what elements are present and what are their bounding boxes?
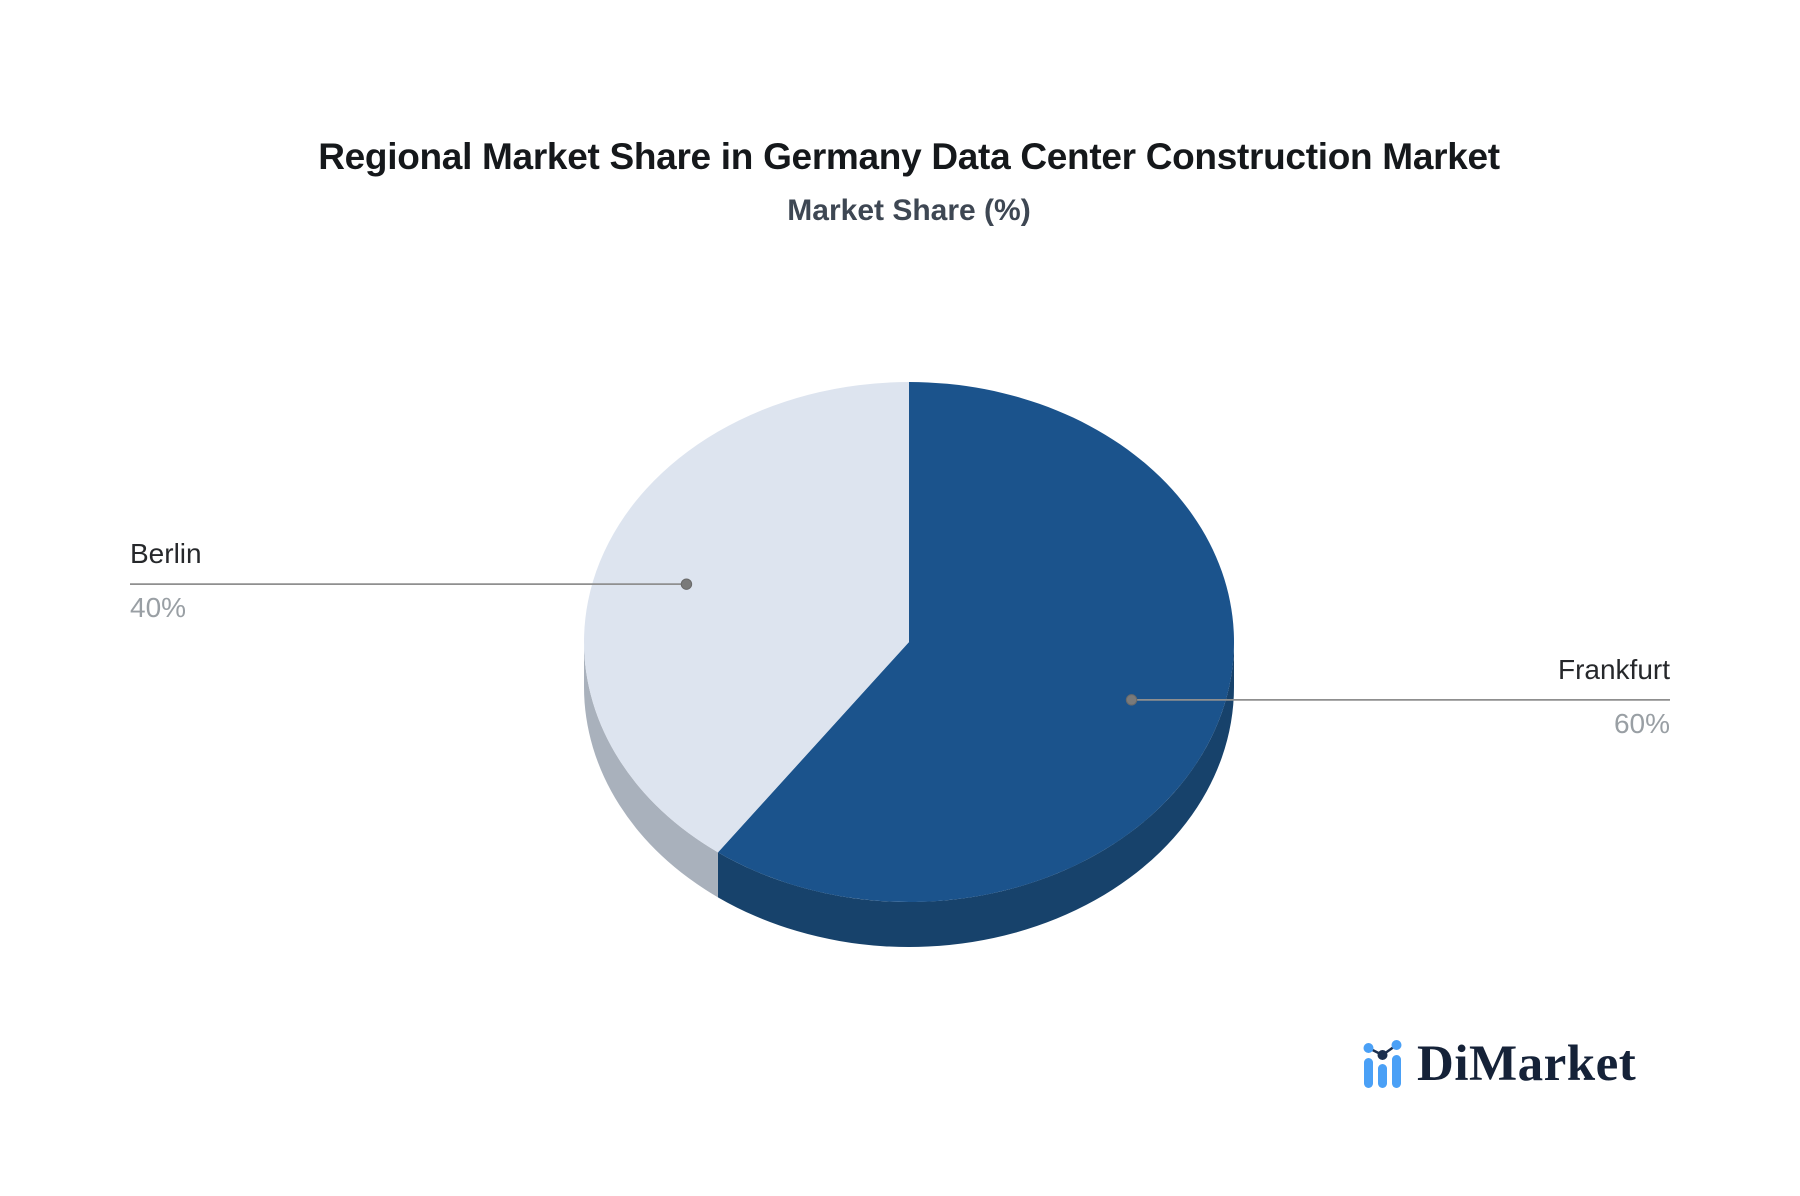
leader-dot-frankfurt: [1125, 694, 1138, 706]
pie-slice-side-berlin: [584, 642, 718, 898]
chart-subtitle: Market Share (%): [787, 194, 1031, 227]
brand-logo-text: DiMarket: [1417, 1036, 1637, 1092]
brand-logo: DiMarket: [1363, 1038, 1636, 1090]
slice-label-berlin: Berlin: [130, 538, 202, 570]
pie-slice-frankfurt[interactable]: [717, 382, 1235, 903]
chart-title: Regional Market Share in Germany Data Ce…: [318, 136, 1500, 177]
slice-percent-berlin: 40%: [130, 592, 187, 624]
pie-slice-berlin[interactable]: [584, 382, 909, 853]
leader-dot-berlin: [680, 578, 693, 590]
pie-slice-side-frankfurt: [717, 642, 1234, 947]
slice-label-frankfurt: Frankfurt: [1557, 653, 1670, 685]
bar-line-chart-icon: [1363, 1040, 1402, 1088]
slice-percent-frankfurt: 60%: [1613, 707, 1670, 739]
